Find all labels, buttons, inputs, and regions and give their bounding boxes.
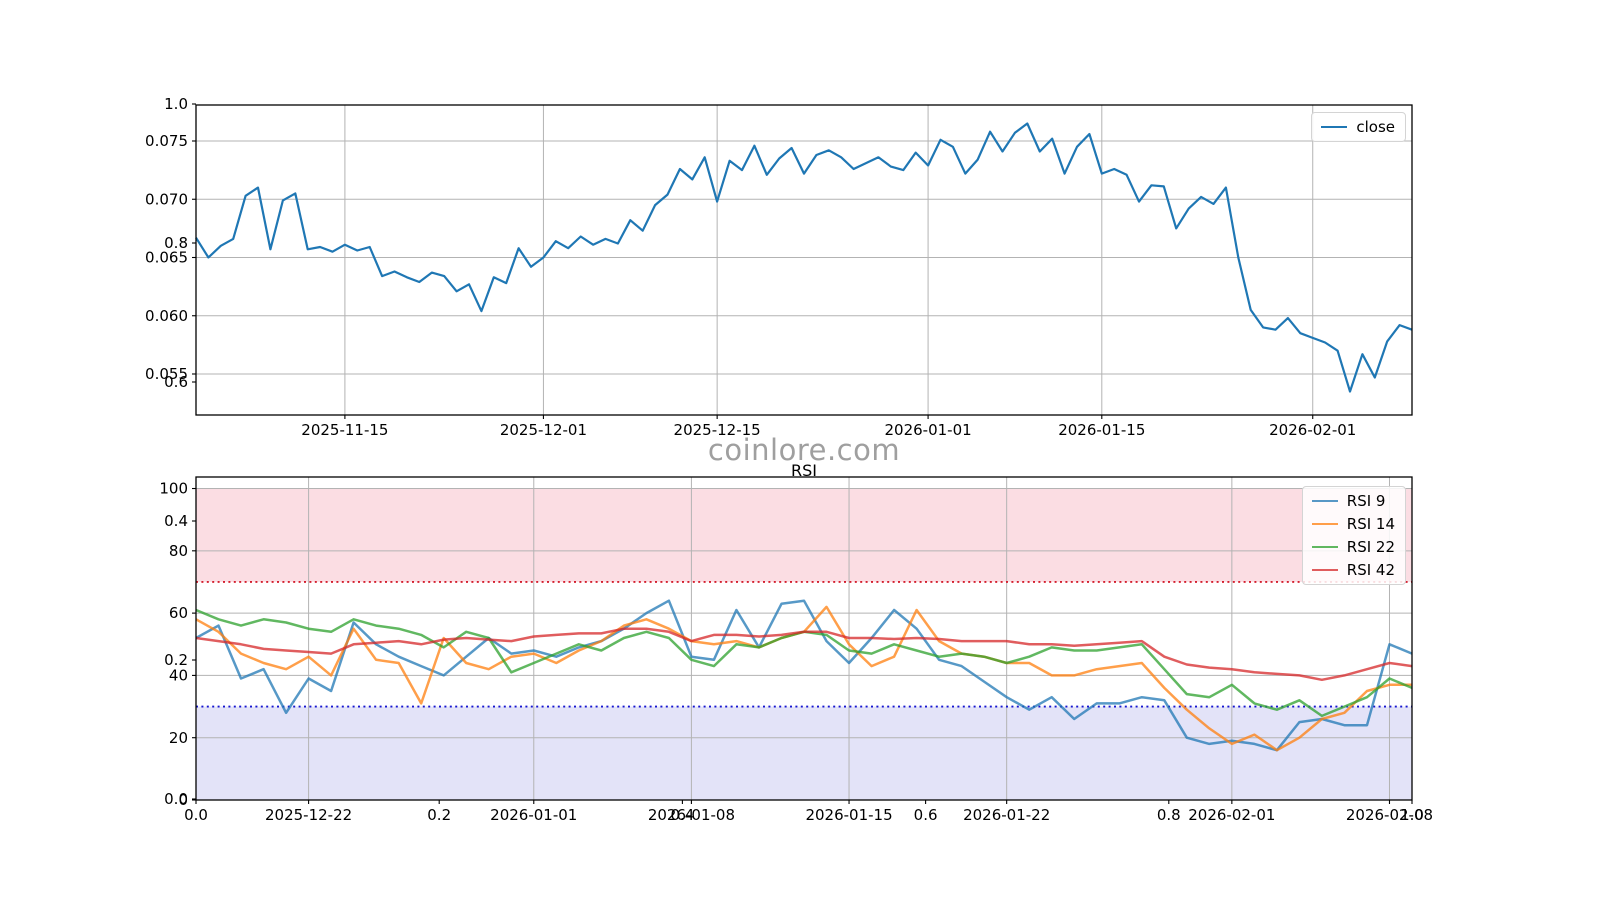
tick-label: 1.0	[164, 95, 188, 113]
tick-label: 2026-02-08	[1346, 806, 1433, 824]
tick-label: 0.2	[164, 651, 188, 669]
tick-label: 2026-02-01	[1269, 421, 1356, 439]
tick-label: 0.8	[1157, 806, 1181, 824]
legend-label-rsi14: RSI 14	[1346, 515, 1395, 533]
price-legend: close	[1311, 112, 1406, 142]
rsi22-line-swatch	[1311, 546, 1338, 548]
tick-label: 100	[159, 480, 188, 498]
tick-label: 0.0	[184, 806, 208, 824]
rsi-legend: RSI 9 RSI 14 RSI 22 RSI 42	[1301, 486, 1406, 585]
legend-label-close: close	[1356, 118, 1395, 136]
tick-label: 0.055	[145, 365, 188, 383]
tick-label: 2025-11-15	[301, 421, 388, 439]
rsi42-line-swatch	[1311, 569, 1338, 571]
watermark: coinlore.com	[707, 433, 901, 467]
tick-label: 0.4	[670, 806, 694, 824]
legend-label-rsi42: RSI 42	[1346, 561, 1395, 579]
close-line-swatch	[1321, 126, 1348, 128]
tick-label: 0	[178, 791, 188, 809]
legend-item-rsi42: RSI 42	[1311, 561, 1395, 579]
tick-label: 0.4	[164, 512, 188, 530]
tick-label: 1.0	[1400, 806, 1424, 824]
tick-label: 0.070	[145, 190, 188, 208]
rsi-band	[196, 488, 1412, 582]
tick-label: 0.2	[427, 806, 451, 824]
rsi14-line-swatch	[1311, 523, 1338, 525]
rsi-axes-frame	[195, 476, 1413, 801]
tick-label: 2026-01-08	[648, 806, 735, 824]
series-line	[195, 599, 1413, 752]
rsi9-line-swatch	[1311, 500, 1338, 502]
tick-label: 0.065	[145, 249, 188, 267]
legend-label-rsi9: RSI 9	[1346, 492, 1386, 510]
tick-label: 0.075	[145, 132, 188, 150]
tick-label: 0.060	[145, 307, 188, 325]
rsi-chart-title: RSI	[791, 461, 817, 480]
tick-label: 2026-01-01	[490, 806, 577, 824]
series-line	[195, 627, 1413, 682]
legend-item-rsi14: RSI 14	[1311, 515, 1395, 533]
tick-label: 0.0	[164, 790, 188, 808]
tick-label: 2026-01-22	[963, 806, 1050, 824]
tick-label: 0.6	[164, 373, 188, 391]
tick-label: 0.8	[164, 234, 188, 252]
tick-label: 2025-12-15	[674, 421, 761, 439]
rsi-band	[196, 706, 1412, 800]
legend-label-rsi22: RSI 22	[1346, 538, 1395, 556]
legend-item-rsi22: RSI 22	[1311, 538, 1395, 556]
legend-item-rsi9: RSI 9	[1311, 492, 1395, 510]
tick-label: 2026-02-01	[1188, 806, 1275, 824]
price-axes-frame	[195, 104, 1413, 416]
tick-label: 2026-01-01	[884, 421, 971, 439]
tick-label: 2026-01-15	[805, 806, 892, 824]
legend-item-close: close	[1321, 118, 1395, 136]
tick-label: 60	[169, 604, 188, 622]
tick-label: 2025-12-22	[265, 806, 352, 824]
tick-label: 2025-12-01	[500, 421, 587, 439]
tick-label: 40	[169, 667, 188, 685]
tick-label: 20	[169, 729, 188, 747]
tick-label: 80	[169, 542, 188, 560]
series-line	[195, 122, 1413, 393]
series-line	[195, 608, 1413, 718]
tick-label: 0.6	[914, 806, 938, 824]
tick-label: 2026-01-15	[1058, 421, 1145, 439]
